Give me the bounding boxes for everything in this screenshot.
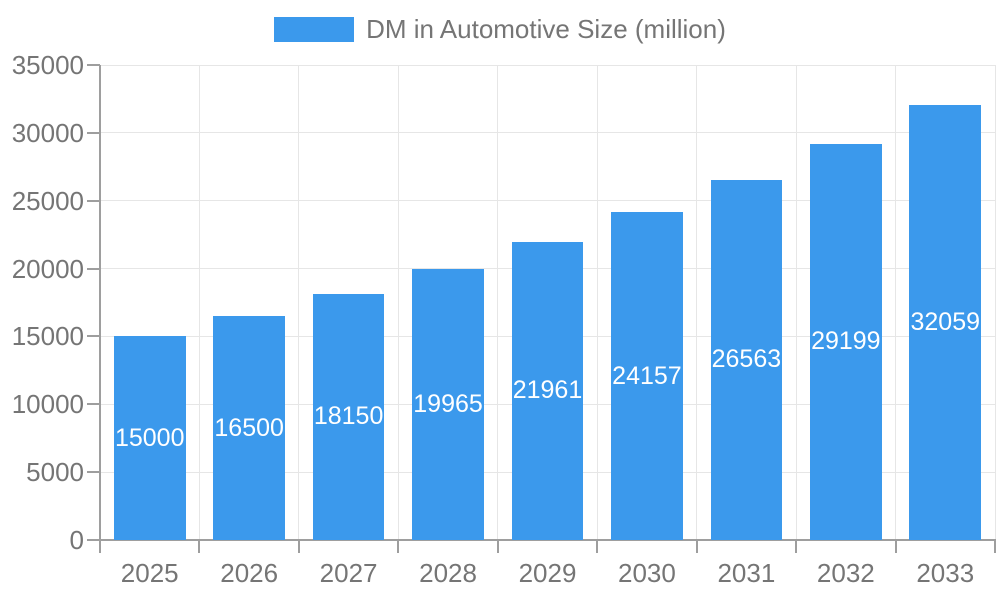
y-axis-tick: [87, 335, 100, 338]
x-axis-label: 2027: [319, 558, 378, 588]
x-gridline: [895, 65, 897, 540]
bar-value-label: 29199: [811, 327, 881, 356]
y-gridline: [100, 64, 995, 66]
bar-value-label: 26563: [711, 345, 782, 374]
y-axis-label: 0: [69, 525, 84, 555]
y-axis-label: 15000: [11, 321, 84, 352]
y-axis-line: [99, 65, 101, 540]
bar: 32059: [909, 104, 982, 540]
x-axis-label: 2031: [717, 558, 776, 588]
y-axis-label: 30000: [11, 117, 84, 148]
x-axis-label: 2026: [220, 558, 279, 588]
y-axis-label: 20000: [11, 253, 84, 284]
x-axis-label: 2025: [120, 558, 179, 588]
y-gridline: [100, 132, 995, 134]
y-axis-tick: [87, 539, 100, 541]
y-axis-label: 35000: [11, 50, 84, 80]
x-axis-tick: [894, 540, 897, 553]
bar-value-label: 15000: [114, 423, 185, 452]
y-axis-label: 5000: [26, 457, 84, 488]
bar: 26563: [710, 179, 783, 540]
x-gridline: [198, 65, 200, 540]
bar-value-label: 21961: [512, 376, 583, 405]
bar: 21961: [511, 241, 584, 540]
x-axis-tick: [596, 540, 599, 553]
legend[interactable]: DM in Automotive Size (million): [0, 16, 1000, 42]
bar: 24157: [611, 212, 683, 540]
y-axis-tick: [87, 199, 100, 202]
legend-swatch: [274, 16, 355, 42]
y-axis-label: 10000: [11, 389, 84, 420]
x-axis-tick: [695, 540, 698, 553]
y-axis-tick: [87, 131, 100, 134]
y-axis-tick: [87, 64, 100, 66]
bar: 18150: [312, 293, 385, 540]
x-gridline: [497, 65, 499, 540]
y-axis-label: 25000: [11, 185, 84, 216]
x-axis-tick: [297, 540, 300, 553]
y-gridline: [100, 200, 995, 202]
x-axis-tick: [496, 540, 499, 553]
x-gridline: [696, 65, 698, 540]
legend-label: DM in Automotive Size (million): [366, 14, 726, 44]
x-gridline: [397, 65, 399, 540]
bar-value-label: 18150: [313, 402, 384, 431]
x-axis-tick: [198, 540, 201, 553]
bar: 16500: [213, 316, 285, 540]
bar-value-label: 16500: [214, 413, 284, 442]
x-gridline: [596, 65, 598, 540]
y-axis-tick: [87, 267, 100, 270]
x-axis-tick: [795, 540, 798, 553]
x-axis-tick: [99, 540, 101, 553]
x-gridline: [994, 65, 996, 540]
bar-value-label: 24157: [612, 361, 682, 390]
x-axis-label: 2032: [816, 558, 875, 588]
x-axis-tick: [994, 540, 996, 553]
x-axis-line: [99, 539, 996, 541]
x-gridline: [298, 65, 300, 540]
bar-value-label: 19965: [413, 390, 483, 418]
y-axis-tick: [87, 471, 100, 474]
x-axis-label: 2029: [518, 558, 577, 588]
x-axis-label: 2030: [618, 558, 676, 588]
x-gridline: [795, 65, 797, 540]
bar: 19965: [412, 269, 484, 540]
x-axis-label: 2033: [916, 558, 975, 588]
bar: 15000: [113, 336, 186, 540]
x-axis-tick: [397, 540, 400, 553]
bar: 29199: [810, 143, 882, 540]
y-axis-tick: [87, 403, 100, 406]
bar-value-label: 32059: [910, 307, 981, 336]
x-axis-label: 2028: [419, 558, 477, 588]
